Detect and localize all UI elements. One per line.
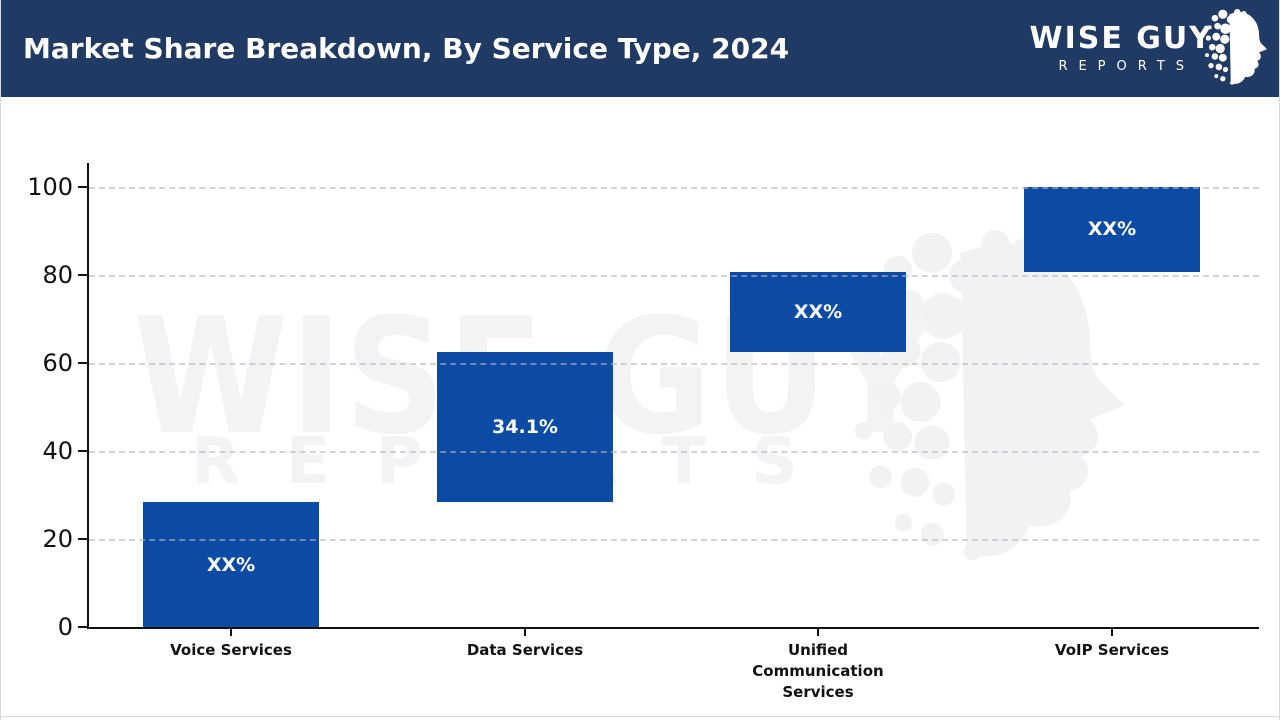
x-axis-tick xyxy=(230,629,232,636)
y-axis-tick xyxy=(78,538,87,540)
bar-voip-services: XX% xyxy=(1024,187,1200,272)
x-axis-tick xyxy=(817,629,819,636)
y-axis-tick xyxy=(78,626,87,628)
y-axis-tick-label: 80 xyxy=(42,261,73,289)
x-axis-tick xyxy=(1111,629,1113,636)
gridline-100 xyxy=(89,187,1259,189)
y-axis-tick-label: 60 xyxy=(42,349,73,377)
y-axis-tick xyxy=(78,274,87,276)
gridline-60 xyxy=(89,363,1259,365)
x-axis-category-label: Unified Communication Services xyxy=(752,641,884,701)
bar-value-label: 34.1% xyxy=(492,416,558,439)
x-axis-category-label: VoIP Services xyxy=(1054,641,1170,659)
gridline-20 xyxy=(89,539,1259,541)
x-axis-category-label: Voice Services xyxy=(170,641,292,659)
y-axis-tick-label: 40 xyxy=(42,437,73,465)
bar-value-label: XX% xyxy=(793,300,843,323)
y-axis-tick xyxy=(78,362,87,364)
y-axis-tick-label: 20 xyxy=(42,525,73,553)
y-axis-tick-label: 0 xyxy=(57,613,73,641)
page-bottom-rule xyxy=(1,716,1279,717)
wiseguy-face-icon xyxy=(1205,9,1267,85)
header: Market Share Breakdown, By Service Type,… xyxy=(1,0,1279,97)
wiseguy-logo-text: WISE GUY REPORTS xyxy=(1029,20,1213,74)
plot-area: WISE GUY REPORTS 020406080100XX%34.1%XX%… xyxy=(1,97,1279,720)
bar-value-label: XX% xyxy=(206,553,256,576)
chart-title: Market Share Breakdown, By Service Type,… xyxy=(23,32,790,65)
x-axis-tick xyxy=(524,629,526,636)
bar-unified-communication-services: XX% xyxy=(730,271,906,352)
logo-wordmark: WISE GUY xyxy=(1029,20,1213,56)
bar-voice-services: XX% xyxy=(143,502,319,627)
logo-subtext: REPORTS xyxy=(1058,58,1196,74)
bar-data-services: 34.1% xyxy=(437,352,613,503)
y-axis-spine xyxy=(87,163,89,629)
gridline-40 xyxy=(89,451,1259,453)
y-axis-tick xyxy=(78,186,87,188)
bar-value-label: XX% xyxy=(1087,218,1137,241)
wiseguy-logo: WISE GUY REPORTS xyxy=(1029,9,1269,88)
x-axis-category-label: Data Services xyxy=(466,641,584,659)
y-axis-tick-label: 100 xyxy=(27,173,73,201)
gridline-80 xyxy=(89,275,1259,277)
y-axis-tick xyxy=(78,450,87,452)
x-axis-spine xyxy=(87,627,1259,629)
